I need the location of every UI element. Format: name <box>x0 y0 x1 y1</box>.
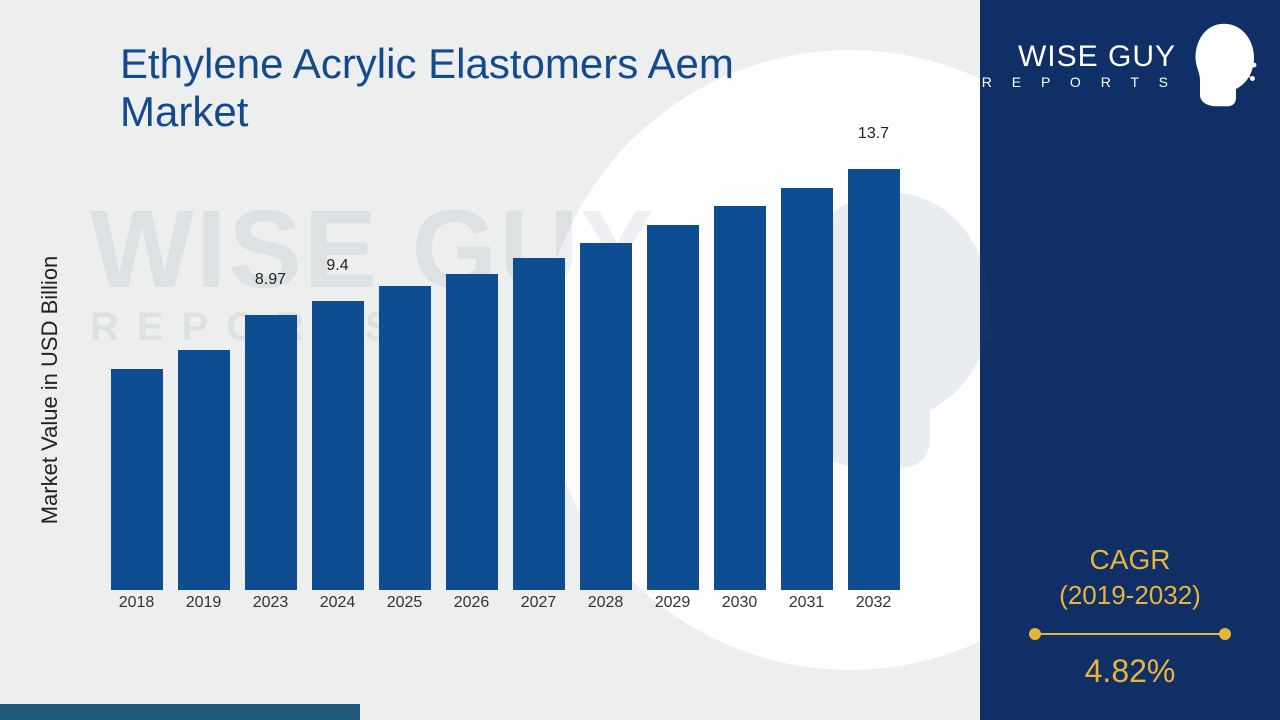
bar-wrap <box>579 243 632 590</box>
chart-area: Market Value in USD Billion 8.979.413.7 … <box>70 160 900 620</box>
bar <box>848 169 900 590</box>
x-tick: 2018 <box>110 594 163 620</box>
brand-logo-text: WISE GUY R E P O R T S <box>982 40 1176 90</box>
bar <box>714 206 766 590</box>
cagr-value: 4.82% <box>980 653 1280 690</box>
bar-wrap <box>713 206 766 590</box>
bar-wrap: 13.7 <box>847 169 900 590</box>
cagr-block: CAGR (2019-2032) 4.82% <box>980 544 1280 690</box>
bar-wrap <box>512 258 565 590</box>
bar-wrap <box>646 225 699 591</box>
brand-logo: WISE GUY R E P O R T S <box>982 20 1264 110</box>
bar <box>379 286 431 590</box>
x-tick: 2031 <box>780 594 833 620</box>
bar-value-label: 9.4 <box>326 257 348 279</box>
bar <box>111 369 163 590</box>
bar <box>580 243 632 590</box>
bar <box>245 315 297 591</box>
bar-wrap <box>378 286 431 590</box>
bar-wrap <box>445 274 498 590</box>
x-tick: 2029 <box>646 594 699 620</box>
brand-logo-line2: R E P O R T S <box>982 74 1176 90</box>
bar-value-label: 8.97 <box>255 271 286 293</box>
bottom-accent-strip <box>0 704 360 720</box>
bar <box>781 188 833 590</box>
x-tick: 2028 <box>579 594 632 620</box>
bar-wrap: 9.4 <box>311 301 364 590</box>
stage: WISE GUY REPORTS Ethylene Acrylic Elasto… <box>0 0 1280 720</box>
x-tick: 2025 <box>378 594 431 620</box>
cagr-divider <box>1035 633 1225 635</box>
x-tick: 2024 <box>311 594 364 620</box>
bar <box>513 258 565 590</box>
cagr-label: CAGR <box>980 544 1280 576</box>
bar-wrap <box>177 350 230 590</box>
x-tick: 2030 <box>713 594 766 620</box>
cagr-period: (2019-2032) <box>980 580 1280 611</box>
brand-logo-line1: WISE GUY <box>982 40 1176 74</box>
bar-wrap: 8.97 <box>244 315 297 591</box>
x-axis-ticks: 2018 2019 2023 2024 2025 2026 2027 2028 2029 2030… <box>110 594 900 620</box>
x-tick: 2023 <box>244 594 297 620</box>
x-tick: 2019 <box>177 594 230 620</box>
x-tick: 2032 <box>847 594 900 620</box>
bar-value-label: 13.7 <box>858 125 889 147</box>
chart-title: Ethylene Acrylic Elastomers Aem Market <box>120 40 860 137</box>
x-tick: 2026 <box>445 594 498 620</box>
bar <box>178 350 230 590</box>
bar-wrap <box>110 369 163 590</box>
x-tick: 2027 <box>512 594 565 620</box>
brand-head-icon <box>1184 20 1264 110</box>
bar <box>446 274 498 590</box>
y-axis-label: Market Value in USD Billion <box>37 256 63 525</box>
bar-wrap <box>780 188 833 590</box>
bar <box>312 301 364 590</box>
bars-container: 8.97 9.4 13.7 <box>110 160 900 590</box>
bar <box>647 225 699 591</box>
